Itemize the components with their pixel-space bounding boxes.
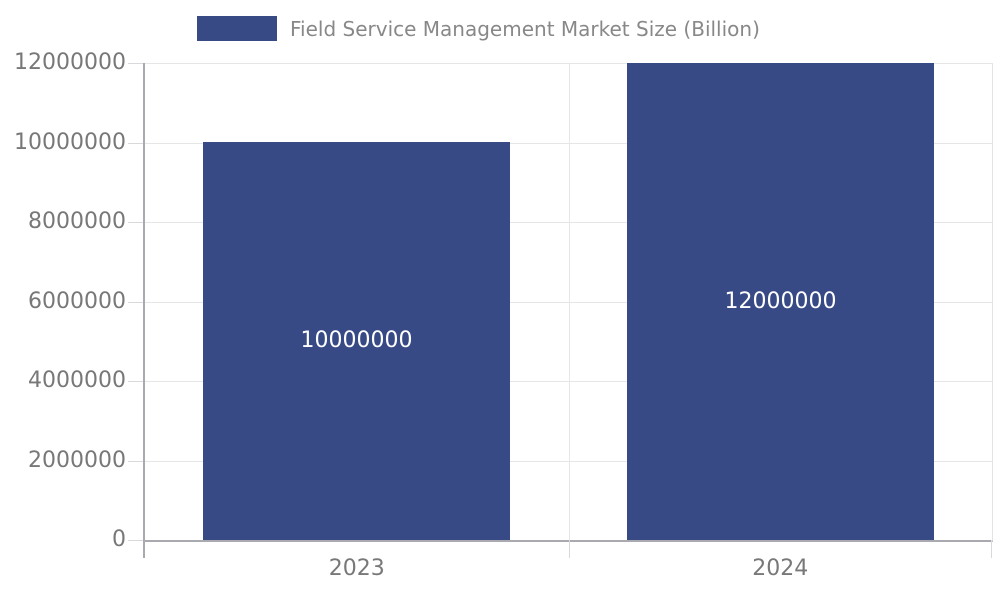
h-gridline: [145, 222, 992, 223]
v-gridline: [569, 63, 570, 540]
h-gridline: [145, 301, 992, 303]
x-tick-mark: [143, 540, 145, 558]
y-tick-mark: [128, 222, 143, 223]
legend[interactable]: Field Service Management Market Size (Bi…: [197, 16, 760, 41]
x-tick-mark: [569, 540, 570, 558]
y-axis-tick-labels: 0 2000000 4000000 6000000 8000000 10000000 120…: [0, 50, 126, 552]
y-tick-label: 6000000: [28, 288, 126, 314]
y-tick-mark: [128, 301, 143, 303]
y-tick-mark: [128, 460, 143, 462]
y-tick-mark: [128, 540, 143, 541]
plot-area: 10000000 12000000: [143, 63, 993, 542]
legend-label: Field Service Management Market Size (Bi…: [290, 16, 760, 41]
y-tick-mark: [128, 142, 143, 144]
x-tick-mark: [991, 540, 992, 558]
y-tick-mark: [128, 63, 143, 64]
y-tick-label: 12000000: [14, 50, 126, 75]
y-tick-label: 8000000: [28, 209, 126, 234]
bar-value-label: 12000000: [724, 288, 837, 314]
y-tick-mark: [128, 381, 143, 382]
h-gridline: [145, 381, 992, 382]
y-tick-label: 0: [112, 527, 126, 552]
legend-swatch: [197, 16, 277, 41]
x-axis-tick-marks: [143, 540, 992, 560]
bar-value-label: 10000000: [300, 328, 413, 353]
y-tick-label: 2000000: [28, 447, 126, 473]
x-axis-tick-labels: 2023 2024: [145, 556, 992, 586]
y-tick-label: 4000000: [28, 368, 126, 393]
bar-2023[interactable]: 10000000: [203, 142, 510, 540]
bar-2024[interactable]: 12000000: [627, 63, 934, 540]
x-tick-label: 2024: [752, 556, 809, 581]
h-gridline: [145, 63, 992, 64]
h-gridline: [145, 460, 992, 462]
y-axis-tick-marks: [128, 63, 143, 541]
h-gridline: [145, 142, 992, 144]
y-tick-label: 10000000: [14, 129, 126, 155]
x-tick-label: 2023: [328, 556, 385, 581]
